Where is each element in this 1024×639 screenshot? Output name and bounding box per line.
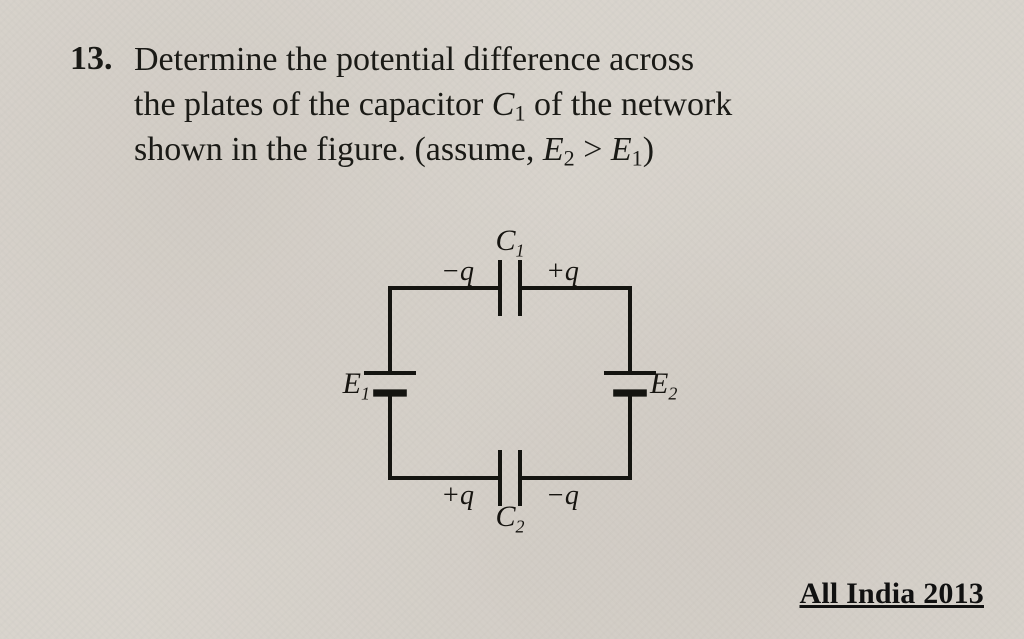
source-line: All India 2013 xyxy=(799,577,984,611)
question-row: 13. Determine the potential difference a… xyxy=(70,38,950,173)
q-line3-prefix: shown in the figure. (assume, xyxy=(134,131,543,168)
q-line3-suffix: ) xyxy=(643,131,654,168)
svg-text:−q: −q xyxy=(546,480,579,511)
svg-text:+q: +q xyxy=(546,256,579,287)
question-number: 13. xyxy=(70,38,134,81)
circuit-svg: C1−q+qC2+q−qE1E2 xyxy=(300,208,720,538)
q-line2-suffix: of the network xyxy=(526,86,733,123)
svg-text:+q: +q xyxy=(441,480,474,511)
circuit-diagram: C1−q+qC2+q−qE1E2 xyxy=(300,208,720,538)
q-line1: Determine the potential difference acros… xyxy=(134,41,694,78)
question-text: Determine the potential difference acros… xyxy=(134,38,732,173)
e1-symbol: E xyxy=(611,131,632,168)
gt-symbol: > xyxy=(575,131,611,168)
q-line2-prefix: the plates of the capacitor xyxy=(134,86,492,123)
e2-subscript: 2 xyxy=(564,145,575,170)
c1-symbol: C xyxy=(492,86,515,123)
svg-text:C1: C1 xyxy=(495,224,524,260)
c1-subscript: 1 xyxy=(514,100,525,125)
question-block: 13. Determine the potential difference a… xyxy=(70,38,950,173)
e1-subscript: 1 xyxy=(632,145,643,170)
e2-symbol: E xyxy=(543,131,564,168)
svg-text:−q: −q xyxy=(441,256,474,287)
svg-text:E2: E2 xyxy=(649,367,677,403)
